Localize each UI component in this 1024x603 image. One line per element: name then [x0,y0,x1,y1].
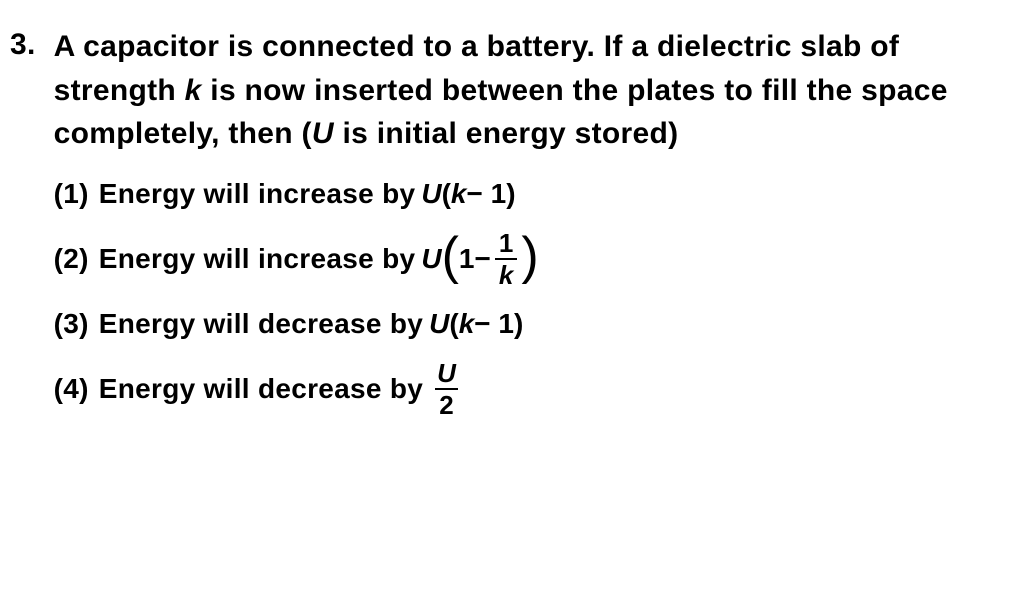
option-3-close: ) [514,306,523,342]
option-4-label: (4) [54,371,89,407]
option-2-prefix: Energy will increase by [99,241,416,277]
option-3-minus: − 1 [474,306,514,342]
option-2-num: 1 [495,230,517,258]
option-2-fraction: 1 k [495,230,517,288]
option-1-close: ) [506,176,515,212]
options-list: (1) Energy will increase by U(k − 1) (2)… [54,176,994,419]
option-2-U: U [421,241,441,277]
option-1-text: Energy will increase by U(k − 1) [99,176,516,212]
question-number: 3. [10,25,36,66]
option-1-label: (1) [54,176,89,212]
option-4-text: Energy will decrease by U 2 [99,360,464,418]
option-1-formula: U(k − 1) [421,176,515,212]
question-var-u: U [312,117,334,150]
option-3-text: Energy will decrease by U(k − 1) [99,306,524,342]
option-4-fraction: U 2 [433,360,460,418]
option-1-U: U [421,176,441,212]
option-2-rparen: ) [521,236,538,278]
question-wrapper: 3. A capacitor is connected to a battery… [10,25,994,418]
option-2-lparen: ( [442,236,459,278]
option-2-text: Energy will increase by U ( 1− 1 k ) [99,230,539,288]
option-4-prefix: Energy will decrease by [99,371,423,407]
option-2-formula: U ( 1− 1 k ) [421,230,538,288]
option-2-lead: 1− [459,241,491,277]
option-1: (1) Energy will increase by U(k − 1) [54,176,994,212]
option-4-formula: U 2 [429,360,464,418]
option-1-k: k [451,176,467,212]
option-1-prefix: Energy will increase by [99,176,416,212]
option-2-den: k [495,258,517,288]
option-3: (3) Energy will decrease by U(k − 1) [54,306,994,342]
option-1-open: ( [442,176,451,212]
option-3-U: U [429,306,449,342]
question-body: A capacitor is connected to a battery. I… [54,25,994,418]
option-4: (4) Energy will decrease by U 2 [54,360,994,418]
option-2: (2) Energy will increase by U ( 1− 1 k ) [54,230,994,288]
option-4-num: U [433,360,460,388]
option-3-formula: U(k − 1) [429,306,523,342]
question-text: A capacitor is connected to a battery. I… [54,25,994,156]
option-2-label: (2) [54,241,89,277]
option-3-label: (3) [54,306,89,342]
option-1-minus: − 1 [467,176,507,212]
option-3-open: ( [449,306,458,342]
option-3-k: k [459,306,475,342]
question-part-3: is initial energy stored) [334,117,679,150]
option-4-den: 2 [435,388,457,418]
option-3-prefix: Energy will decrease by [99,306,423,342]
question-var-k: k [185,74,202,107]
